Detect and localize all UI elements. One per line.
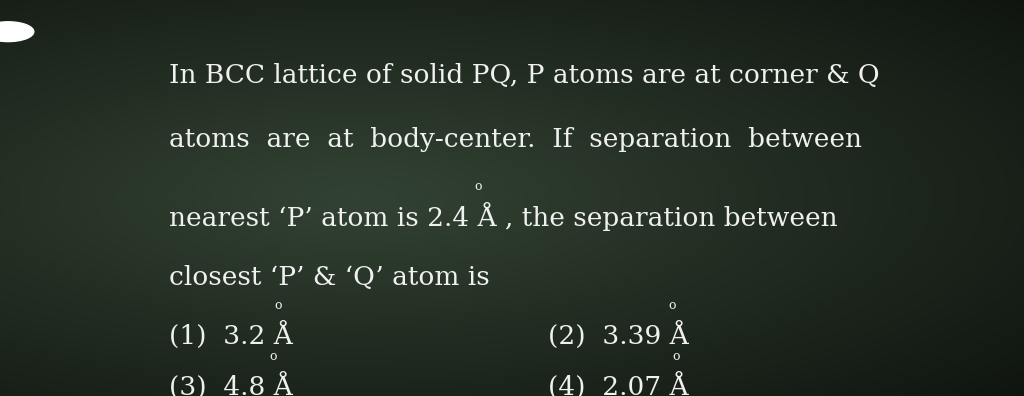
Text: o: o xyxy=(269,350,276,364)
Text: o: o xyxy=(673,350,680,364)
Text: (1)  3.2 Å: (1) 3.2 Å xyxy=(169,321,293,349)
Text: nearest ‘P’ atom is 2.4 Å , the separation between: nearest ‘P’ atom is 2.4 Å , the separati… xyxy=(169,202,838,231)
Circle shape xyxy=(0,22,34,42)
Text: (4)  2.07 Å: (4) 2.07 Å xyxy=(548,372,688,396)
Text: atoms  are  at  body-center.  If  separation  between: atoms are at body-center. If separation … xyxy=(169,127,862,152)
Text: closest ‘P’ & ‘Q’ atom is: closest ‘P’ & ‘Q’ atom is xyxy=(169,265,489,290)
Text: In BCC lattice of solid PQ, P atoms are at corner & Q: In BCC lattice of solid PQ, P atoms are … xyxy=(169,63,880,88)
Text: (2)  3.39 Å: (2) 3.39 Å xyxy=(548,321,688,349)
Text: (3)  4.8 Å: (3) 4.8 Å xyxy=(169,372,293,396)
Text: o: o xyxy=(669,299,676,312)
Text: o: o xyxy=(474,180,481,193)
Text: o: o xyxy=(274,299,282,312)
